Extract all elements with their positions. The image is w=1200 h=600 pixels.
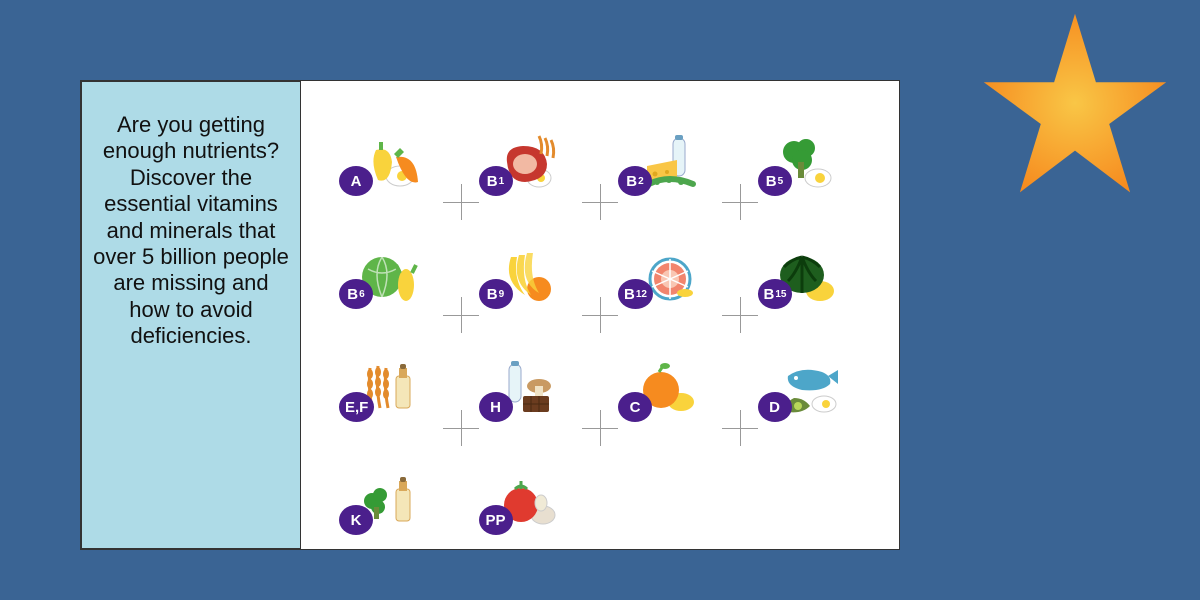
- vitamin-cell-D: D: [740, 315, 880, 428]
- vitamin-chart: A B1 B2 B5 B6 B9 B12 B15 E,F H C D K PP: [301, 81, 899, 549]
- vitamin-badge: PP: [479, 505, 513, 535]
- vitamin-badge: A: [339, 166, 373, 196]
- vitamin-cell-K: K: [321, 428, 461, 541]
- vitamin-cell-B2: B2: [600, 89, 740, 202]
- vitamin-cell-PP: PP: [461, 428, 601, 541]
- vitamin-cell-B1: B1: [461, 89, 601, 202]
- vitamin-cell-B15: B15: [740, 202, 880, 315]
- vitamin-badge: H: [479, 392, 513, 422]
- vitamin-badge: E,F: [339, 392, 374, 422]
- vitamin-badge: B1: [479, 166, 513, 196]
- vitamin-badge: K: [339, 505, 373, 535]
- vitamin-cell-C: C: [600, 315, 740, 428]
- star-icon: [980, 10, 1170, 200]
- vitamin-badge: B6: [339, 279, 373, 309]
- text-panel: Are you getting enough nutrients? Discov…: [81, 81, 301, 549]
- vitamin-badge: B2: [618, 166, 652, 196]
- vitamin-cell-B6: B6: [321, 202, 461, 315]
- vitamin-badge: B5: [758, 166, 792, 196]
- vitamin-cell-B9: B9: [461, 202, 601, 315]
- vitamin-badge: B9: [479, 279, 513, 309]
- vitamin-cell-B5: B5: [740, 89, 880, 202]
- vitamin-badge: C: [618, 392, 652, 422]
- vitamin-cell-A: A: [321, 89, 461, 202]
- vitamin-cell-EF: E,F: [321, 315, 461, 428]
- vitamin-cell-B12: B12: [600, 202, 740, 315]
- vitamin-badge: B15: [758, 279, 793, 309]
- vitamin-badge: B12: [618, 279, 653, 309]
- content-wrapper: Are you getting enough nutrients? Discov…: [80, 80, 900, 550]
- vitamin-cell-H: H: [461, 315, 601, 428]
- intro-text: Are you getting enough nutrients? Discov…: [92, 112, 290, 350]
- vitamin-badge: D: [758, 392, 792, 422]
